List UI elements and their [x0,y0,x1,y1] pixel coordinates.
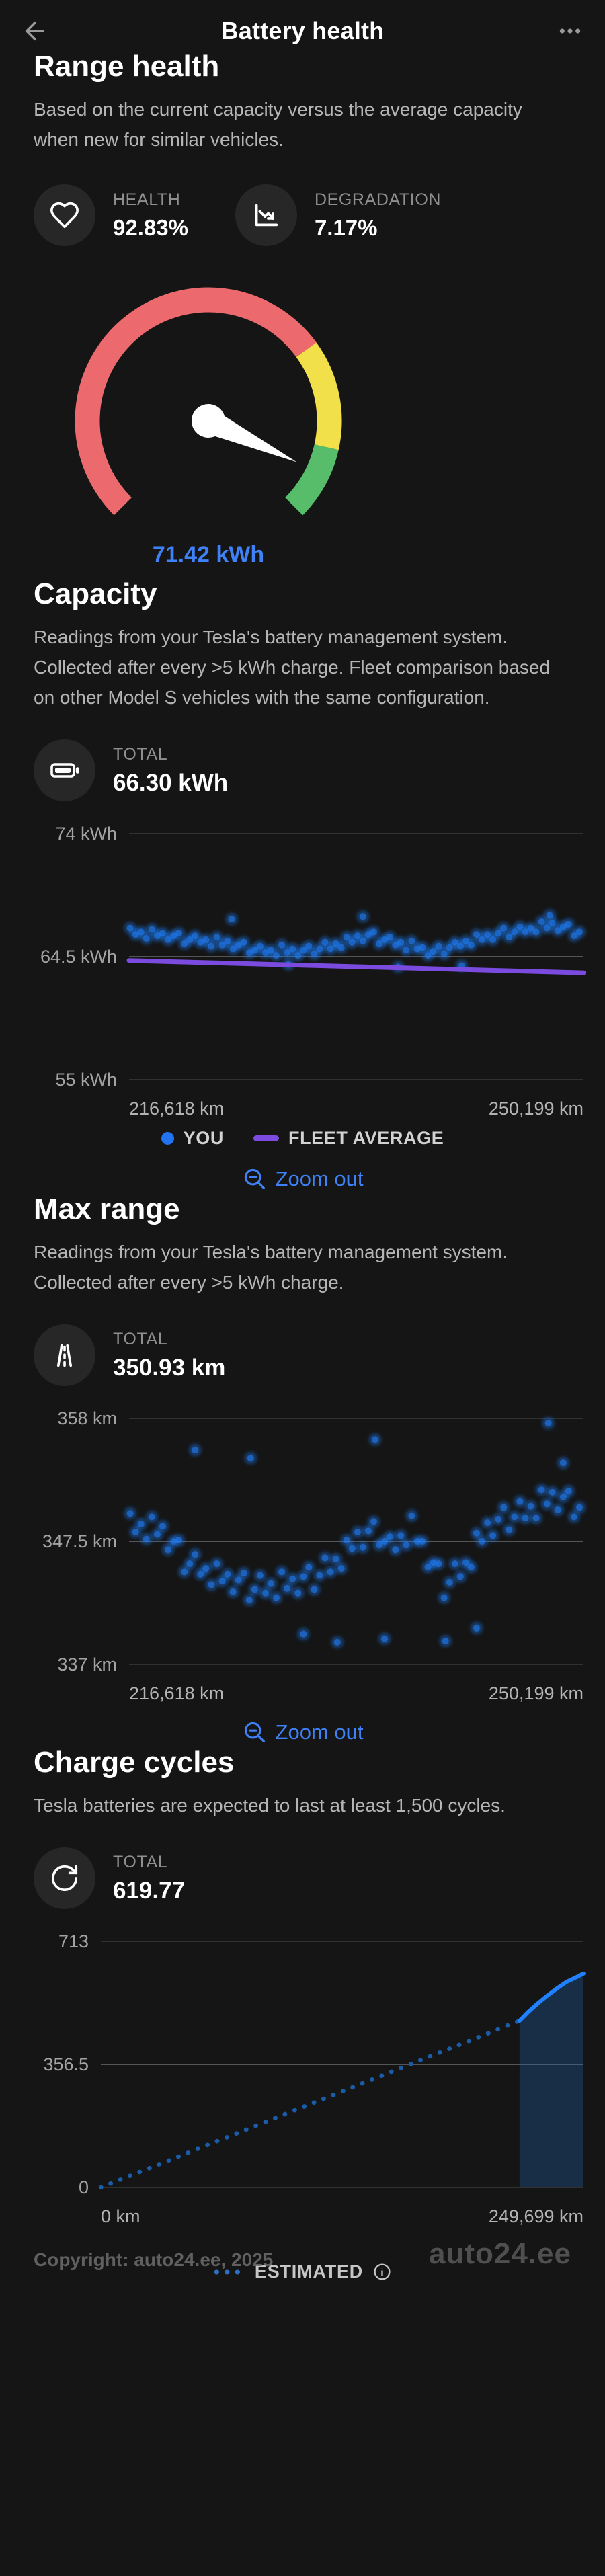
svg-text:250,199 km: 250,199 km [489,1098,583,1119]
capacity-total: TOTAL 66.30 kWh [34,739,571,801]
charge-cycles-total-label: TOTAL [113,1852,168,1871]
max-range-total-label: TOTAL [113,1329,168,1349]
trend-down-icon [255,204,278,227]
charge-cycles-total-value: 619.77 [113,1877,186,1904]
charge-cycles-total-circle [34,1847,95,1909]
svg-text:64.5 kWh: 64.5 kWh [40,947,117,967]
max-range-description: Readings from your Tesla's battery manag… [34,1242,508,1293]
svg-text:0 km: 0 km [101,2206,140,2226]
range-health-stats: HEALTH 92.83% DEGRADATION 7.17% [34,184,571,246]
degradation-stat: DEGRADATION 7.17% [235,184,441,246]
charge-cycles-title: Charge cycles [34,1746,235,1779]
zoom-out-icon [244,1722,265,1742]
range-health-gauge: 71.42 kWh [75,287,342,567]
svg-text:250,199 km: 250,199 km [489,1683,583,1703]
svg-text:74 kWh: 74 kWh [55,823,117,844]
zoom-out-label: Zoom out [275,1166,364,1191]
svg-text:356.5: 356.5 [43,2054,89,2075]
svg-text:55 kWh: 55 kWh [55,1070,117,1090]
capacity-title: Capacity [34,577,157,610]
estimated-legend: ESTIMATED [0,2261,605,2282]
fleet-average-line-marker [253,1135,279,1141]
zoom-out-button[interactable]: Zoom out [0,1720,605,1744]
health-stat-circle [34,184,95,246]
zoom-out-button[interactable]: Zoom out [0,1166,605,1191]
page-title: Battery health [220,17,385,44]
capacity-legend: YOU FLEET AVERAGE [0,1128,605,1149]
max-range-total-value: 350.93 km [113,1354,226,1381]
charge-cycles-chart[interactable]: 713 356.5 0 0 km 249,699 km [0,1921,605,2230]
charge-cycles-description: Tesla batteries are expected to last at … [34,1795,506,1816]
health-stat-label: HEALTH [113,190,181,209]
back-button[interactable] [20,16,50,46]
legend-item-fleet-average: FLEET AVERAGE [253,1128,444,1149]
battery-icon [50,763,79,778]
health-stat: HEALTH 92.83% [34,184,188,246]
capacity-chart[interactable]: 74 kWh 64.5 kWh 55 kWh 216,618 km 250,199 km [0,813,605,1123]
capacity-description: Readings from your Tesla's battery manag… [34,627,551,708]
degradation-stat-circle [235,184,297,246]
capacity-total-circle [34,739,95,801]
max-range-title: Max range [34,1193,180,1225]
range-health-gauge-wrap: 71.42 kWh [67,277,350,576]
refresh-icon [51,1865,78,1892]
app-header: Battery health [0,0,605,48]
footer: Copyright: auto24.ee, 2025 auto24.ee [0,2237,605,2271]
health-stat-value: 92.83% [113,214,188,240]
capacity-total-label: TOTAL [113,744,168,764]
info-icon[interactable] [372,2262,392,2282]
degradation-stat-value: 7.17% [314,214,378,240]
dotted-line-marker [214,2269,245,2274]
ellipsis-icon [559,28,581,34]
auto24-logo: auto24.ee [429,2237,571,2270]
you-dot-marker [161,1132,174,1145]
arrow-left-icon [25,21,45,41]
copyright-text: Copyright: auto24.ee, 2025 [34,2249,274,2270]
svg-text:71.42 kWh: 71.42 kWh [153,542,264,567]
svg-text:0: 0 [79,2177,89,2198]
max-range-chart[interactable]: 358 km 347.5 km 337 km 216,618 km 250,199 km [0,1398,605,1707]
svg-text:713: 713 [58,1931,89,1951]
max-range-total-circle [34,1324,95,1386]
range-health-description: Based on the current capacity versus the… [34,99,522,150]
max-range-total: TOTAL 350.93 km [34,1324,571,1386]
zoom-out-icon [244,1168,265,1189]
you-legend-label: YOU [183,1128,224,1148]
capacity-total-value: 66.30 kWh [113,769,229,796]
svg-text:347.5 km: 347.5 km [42,1531,117,1552]
zoom-out-label: Zoom out [275,1720,364,1744]
range-health-title: Range health [34,50,220,83]
heart-icon [50,202,79,229]
svg-text:216,618 km: 216,618 km [129,1098,224,1119]
fleet-average-legend-label: FLEET AVERAGE [288,1128,444,1148]
svg-text:216,618 km: 216,618 km [129,1683,224,1703]
menu-button[interactable] [555,16,585,46]
degradation-stat-label: DEGRADATION [314,190,442,209]
svg-text:337 km: 337 km [57,1654,117,1675]
charge-cycles-total: TOTAL 619.77 [34,1847,571,1909]
estimated-label: ESTIMATED [254,2261,364,2282]
svg-text:358 km: 358 km [57,1408,117,1428]
svg-text:249,699 km: 249,699 km [489,2206,583,2226]
legend-item-you: YOU [161,1128,224,1149]
road-icon [56,1344,73,1367]
